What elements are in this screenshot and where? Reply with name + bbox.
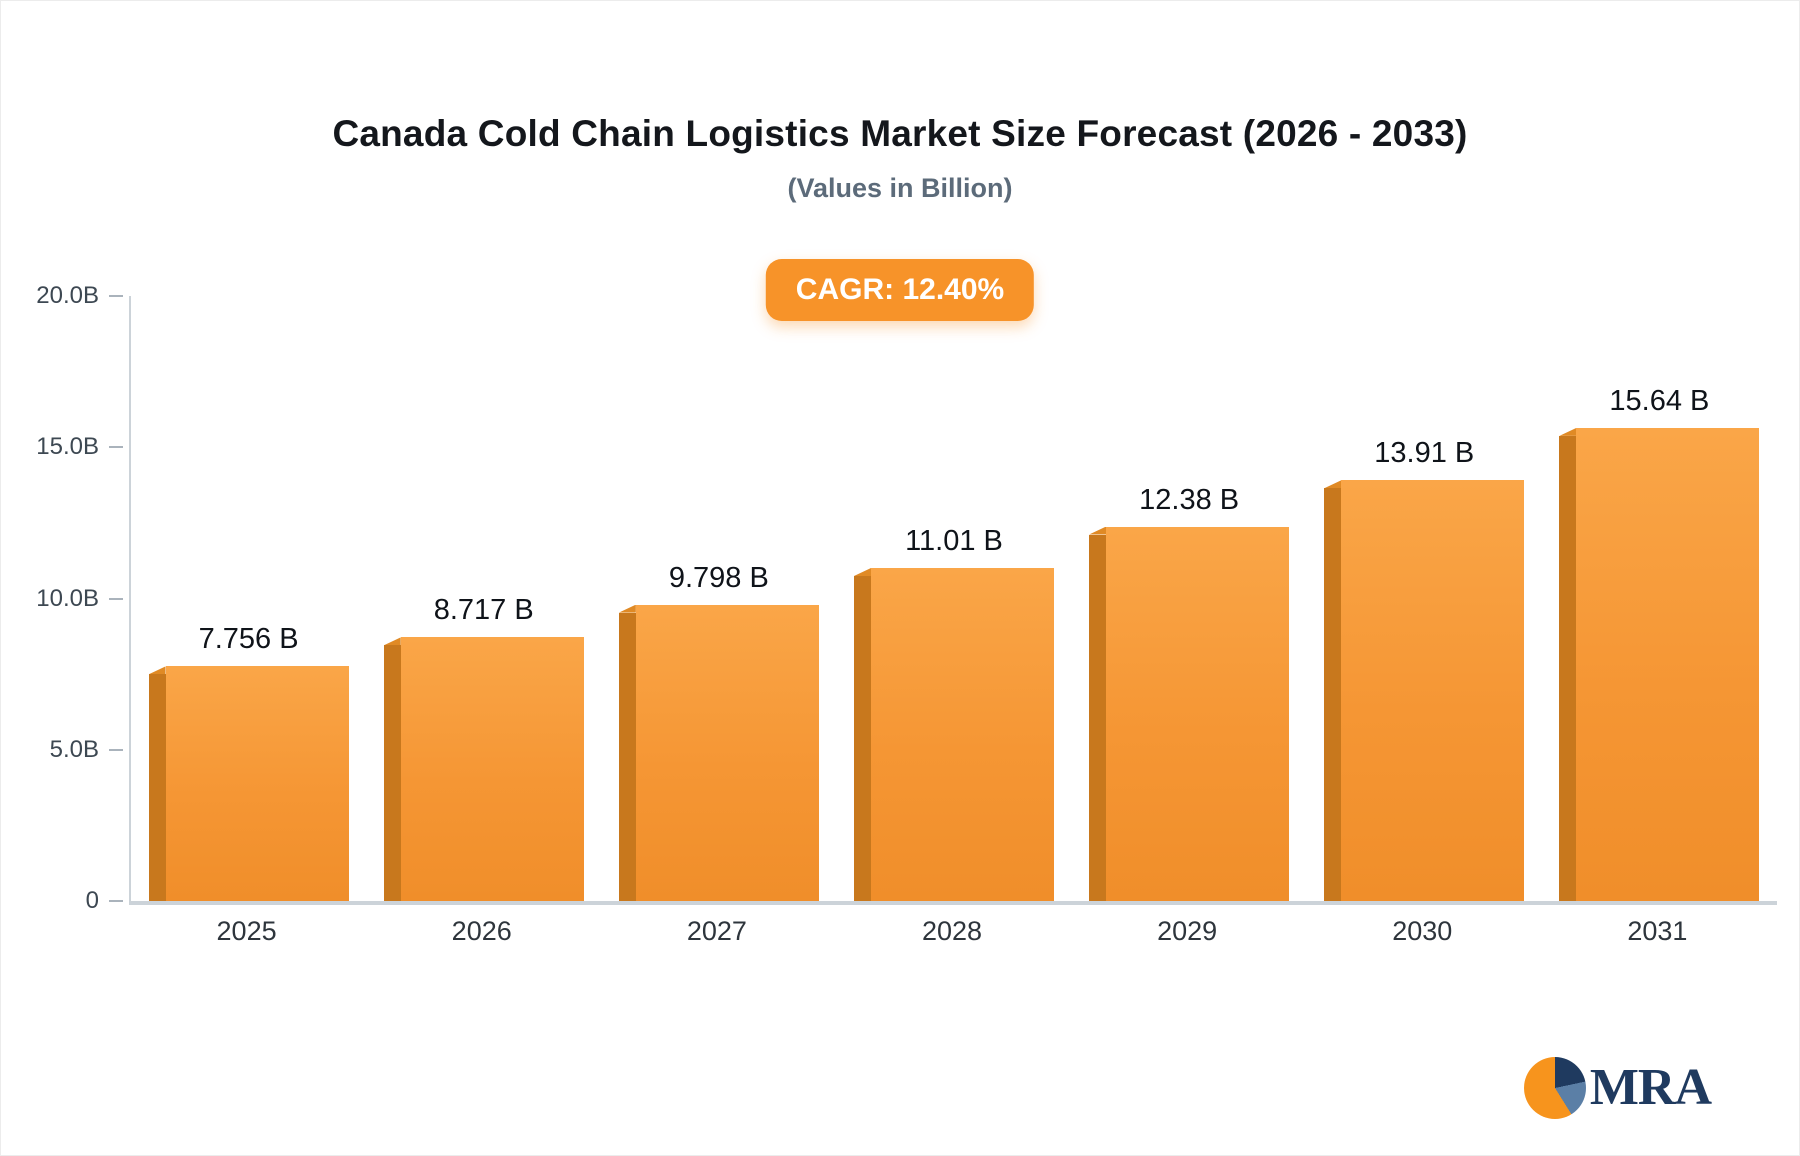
x-axis-label: 2027 [686,916,747,946]
y-tick: 10.0B [36,585,123,613]
bar-value-label: 7.756 B [198,623,299,656]
bar-value-label: 9.798 B [668,561,769,594]
y-tick: 15.0B [36,433,123,461]
bar-side-face [853,575,871,901]
bar-slot: 11.01 B [836,296,1071,901]
bar-top-bevel [1089,526,1107,535]
bar-value-label: 15.64 B [1609,384,1710,417]
y-tick-mark [109,900,123,902]
y-tick-mark [109,748,123,751]
x-axis-label: 2030 [1392,916,1453,946]
cagr-badge: CAGR: 12.40% [765,259,1035,321]
y-tick-mark [109,295,123,297]
bar-2029 [1089,526,1290,901]
bar-top-bevel [618,604,636,613]
bar-top-bevel [1324,480,1342,489]
bar-slot: 7.756 B [131,296,366,901]
y-tick-label: 15.0B [36,433,99,461]
bar-slot: 9.798 B [601,296,836,901]
logo-text: MRA [1589,1059,1712,1116]
y-tick-label: 5.0B [49,735,99,763]
plot-area: 7.756 B 8.717 B 9.798 B 11.01 B 12.38 B 13.91… [129,296,1777,905]
bar-slot: 12.38 B [1072,296,1307,901]
bar-slot: 13.91 B [1307,296,1542,901]
bar-2025 [148,666,349,901]
bar-side-face [383,645,401,901]
bar-value-label: 13.91 B [1374,437,1475,470]
bar-value-label: 8.717 B [433,594,534,627]
bar-top-bevel [383,637,401,646]
bar-value-label: 11.01 B [905,524,1003,557]
bar-front-face [400,637,584,901]
bar-front-face [1341,480,1525,901]
bar-2030 [1324,480,1525,901]
x-axis-label: 2031 [1627,916,1688,946]
chart-title: Canada Cold Chain Logistics Market Size … [332,113,1468,154]
bars-layer: 7.756 B 8.717 B 9.798 B 11.01 B 12.38 B 13.91… [131,296,1777,901]
y-tick-mark [109,446,123,449]
bar-value-label: 12.38 B [1139,483,1240,516]
x-axis-label: 2026 [451,916,512,946]
bar-top-bevel [853,567,871,576]
bar-side-face [148,674,166,901]
x-axis-label: 2028 [921,916,983,946]
y-axis: 20.0B 15.0B 10.0B 5.0B 0 [1,282,127,914]
bar-top-bevel [1559,427,1577,436]
bar-2026 [383,637,584,901]
bar-front-face [1106,526,1290,901]
y-tick: 0 [86,887,123,915]
y-tick: 5.0B [50,736,123,764]
x-axis-label: 2029 [1157,916,1218,946]
bar-2031 [1559,427,1760,901]
bar-slot: 15.64 B [1542,296,1777,901]
bar-front-face [635,604,819,901]
bar-side-face [1089,534,1107,901]
chart-subtitle: (Values in Billion) [787,173,1013,203]
bar-front-face [870,567,1054,901]
bar-slot: 8.717 B [366,296,601,901]
pie-chart-icon [1523,1057,1586,1119]
bar-2027 [618,604,819,901]
bar-side-face [618,612,636,901]
y-tick: 20.0B [36,282,123,310]
bar-side-face [1559,435,1577,901]
brand-logo: MRA [1523,1057,1712,1119]
y-tick-mark [109,597,123,600]
bar-side-face [1324,488,1342,901]
bar-front-face [165,666,349,901]
x-axis: 2025 2026 2027 2028 2029 2030 2031 [129,916,1775,947]
y-tick-label: 0 [85,887,99,914]
y-tick-label: 20.0B [36,282,99,309]
bar-2028 [853,567,1054,901]
bar-top-bevel [148,666,166,675]
x-axis-label: 2025 [216,916,277,946]
y-tick-label: 10.0B [36,584,99,612]
bar-front-face [1576,427,1760,901]
